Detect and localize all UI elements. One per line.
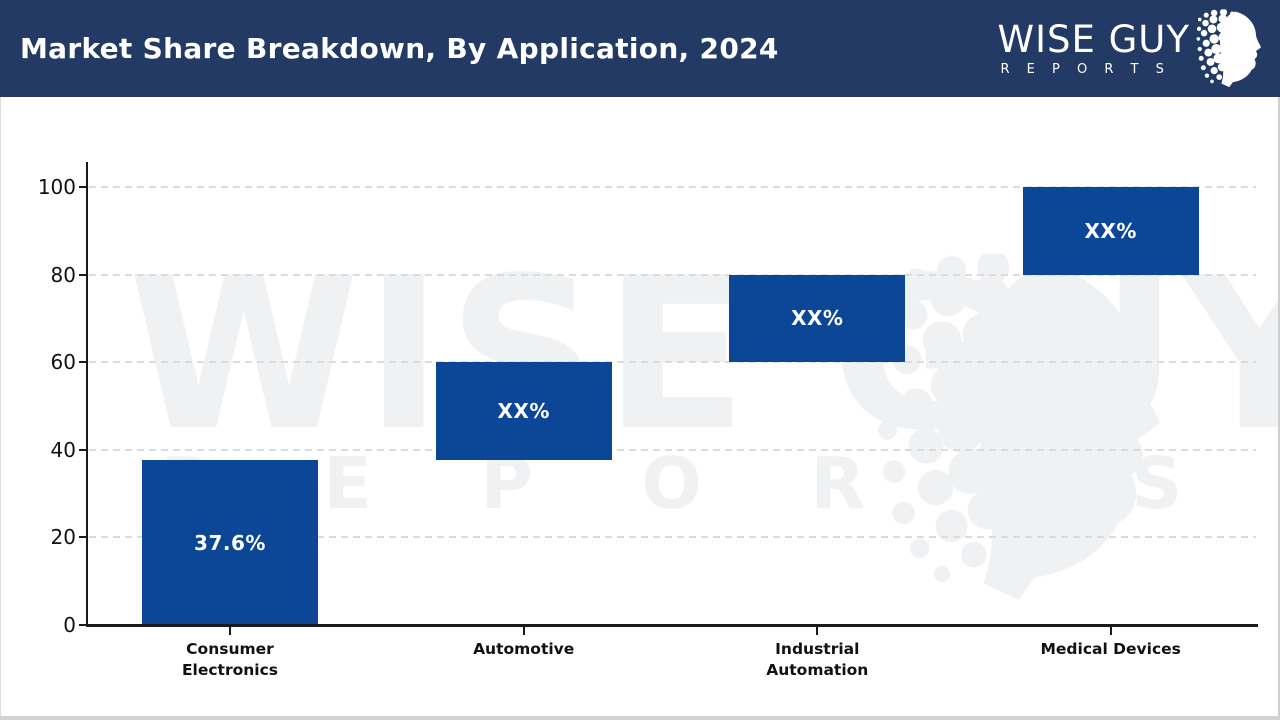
gridline: [89, 536, 1256, 539]
y-axis-line: [86, 162, 88, 627]
bar: 37.6%: [142, 460, 318, 625]
y-tick-label: 100: [37, 175, 76, 199]
wise-guy-reports-logo: WISE GUY R E P O R T S: [998, 8, 1266, 90]
x-tick-mark: [522, 627, 525, 635]
x-tick-label: Industrial Automation: [766, 640, 869, 679]
x-tick-mark: [816, 627, 819, 635]
x-tick-mark: [1109, 627, 1112, 635]
bar: XX%: [1022, 187, 1199, 275]
logo-wordmark: WISE GUY R E P O R T S: [998, 21, 1190, 77]
dotted-head-icon: [1194, 8, 1266, 90]
watermark-head-icon: [862, 215, 1182, 645]
left-border: [0, 97, 1, 716]
bottom-border: [0, 716, 1280, 720]
x-tick-label: Automotive: [473, 640, 575, 658]
x-tick-label: Consumer Electronics: [181, 640, 279, 679]
plot-area: WISE GUY R E P O R T S 0 20 40 60 80 100 37.6%…: [0, 97, 1280, 716]
y-tick-mark: [79, 536, 86, 539]
y-tick-mark: [79, 624, 86, 626]
logo-wordmark-line2: R E P O R T S: [1000, 61, 1171, 77]
gridline: [89, 273, 1256, 276]
y-tick-mark: [79, 273, 86, 276]
bar: XX%: [435, 362, 612, 461]
bar: XX%: [729, 274, 906, 363]
bar-value-label: XX%: [791, 306, 844, 331]
y-tick-mark: [79, 361, 86, 364]
y-tick-label: 20: [50, 525, 76, 550]
y-tick-label: 40: [50, 437, 76, 462]
right-border: [1278, 97, 1280, 716]
bar-value-label: XX%: [497, 399, 550, 424]
y-tick-label: 60: [50, 350, 76, 375]
y-tick-mark: [79, 186, 86, 188]
x-tick-label: Medical Devices: [1040, 640, 1181, 658]
gridline: [89, 186, 1256, 188]
y-tick-label: 0: [63, 613, 76, 637]
y-tick-label: 80: [50, 262, 76, 287]
bar-value-label: 37.6%: [194, 530, 266, 555]
y-tick-mark: [79, 448, 86, 451]
x-tick-mark: [229, 627, 231, 635]
header: Market Share Breakdown, By Application, …: [0, 0, 1280, 97]
logo-wordmark-line1: WISE GUY: [997, 17, 1190, 61]
gridline: [89, 448, 1256, 451]
x-axis-line: [86, 624, 1258, 627]
gridline: [89, 361, 1256, 364]
bar-value-label: XX%: [1084, 218, 1137, 243]
chart-title: Market Share Breakdown, By Application, …: [20, 32, 779, 65]
